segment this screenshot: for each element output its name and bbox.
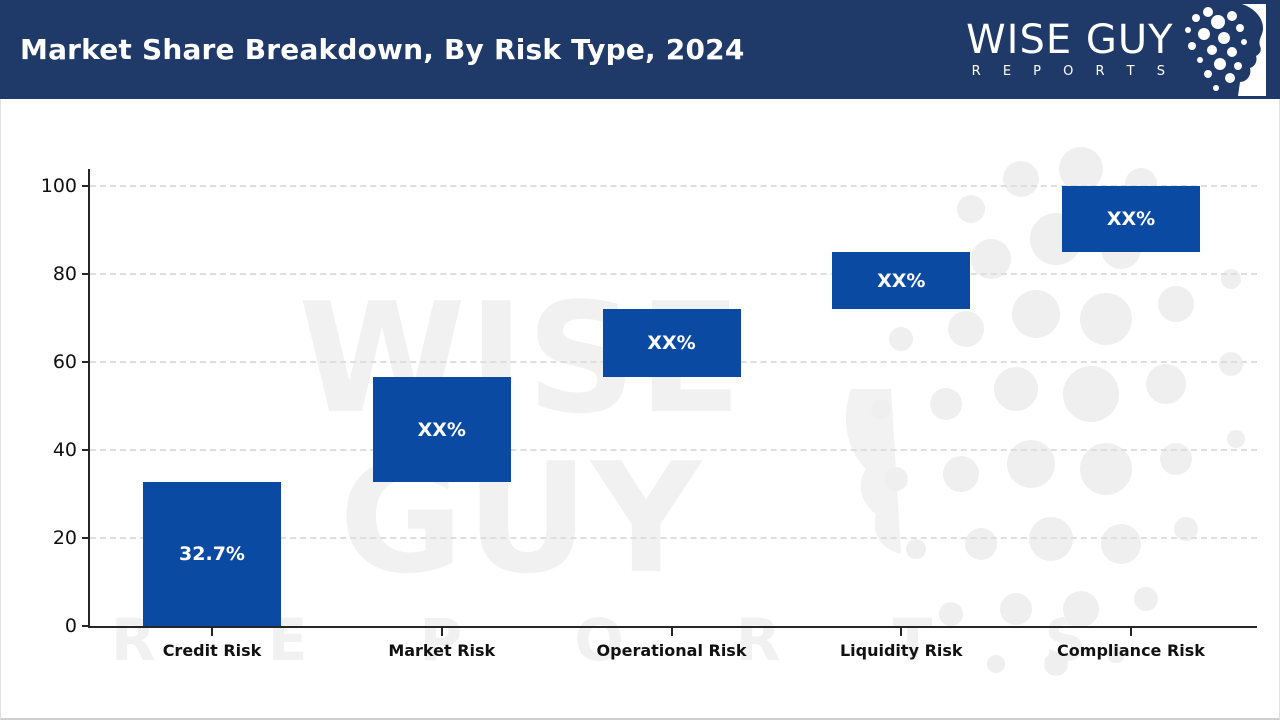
- waterfall-plot: 0 20 40 60 80 100 32.7% Credit Risk XX% Market Ri…: [1, 99, 1280, 720]
- x-tick-label: Operational Risk: [596, 641, 747, 660]
- gridline: [90, 449, 1257, 451]
- bar: [372, 377, 511, 483]
- logo-text: WISE GUY R E P O R T S: [966, 20, 1174, 79]
- y-tick-label: 80: [52, 263, 77, 285]
- bar-value-label: XX%: [647, 332, 696, 355]
- y-tick-label: 100: [40, 175, 77, 197]
- y-tick-mark: [82, 361, 89, 363]
- chart-canvas: WISE GUY R E P O R T S 0 20 40 60 80 100 32.7%…: [0, 99, 1280, 720]
- y-tick-mark: [82, 625, 89, 627]
- y-tick-mark: [82, 185, 89, 187]
- x-tick-label: Compliance Risk: [1057, 641, 1205, 660]
- y-tick-mark: [82, 273, 89, 275]
- y-tick-label: 40: [52, 439, 77, 461]
- x-tick-mark: [1130, 628, 1132, 636]
- x-tick-mark: [900, 628, 903, 636]
- header-bar: Market Share Breakdown, By Risk Type, 20…: [0, 0, 1280, 99]
- x-tick-mark: [211, 628, 213, 636]
- x-tick-label: Credit Risk: [162, 641, 262, 660]
- bar: [832, 252, 971, 310]
- y-tick-mark: [82, 537, 89, 539]
- bar-value-label: XX%: [1106, 208, 1156, 230]
- y-tick-label: 20: [52, 527, 77, 549]
- gridline: [90, 273, 1257, 275]
- gridline: [90, 537, 1257, 539]
- x-tick-mark: [440, 628, 443, 636]
- x-tick-label: Market Risk: [388, 641, 496, 660]
- bar-value-label: 32.7%: [179, 543, 245, 566]
- x-tick-label: Liquidity Risk: [839, 641, 963, 660]
- y-axis-line: [88, 169, 90, 628]
- bar: [602, 309, 741, 378]
- bar-value-label: XX%: [417, 418, 466, 441]
- gridline: [90, 185, 1257, 187]
- x-axis-line: [88, 626, 1257, 628]
- y-tick-mark: [82, 449, 89, 451]
- y-tick-label: 0: [64, 615, 77, 637]
- y-tick-label: 60: [52, 351, 77, 373]
- bar: [143, 482, 281, 626]
- x-tick-mark: [670, 628, 673, 636]
- logo-face-icon: [1185, 3, 1266, 96]
- bar-value-label: XX%: [877, 269, 926, 292]
- logo-subtitle: R E P O R T S: [971, 64, 1174, 79]
- page-title: Market Share Breakdown, By Risk Type, 20…: [20, 33, 745, 66]
- wiseguy-logo: WISE GUY R E P O R T S: [966, 3, 1266, 96]
- logo-name: WISE GUY: [966, 17, 1174, 63]
